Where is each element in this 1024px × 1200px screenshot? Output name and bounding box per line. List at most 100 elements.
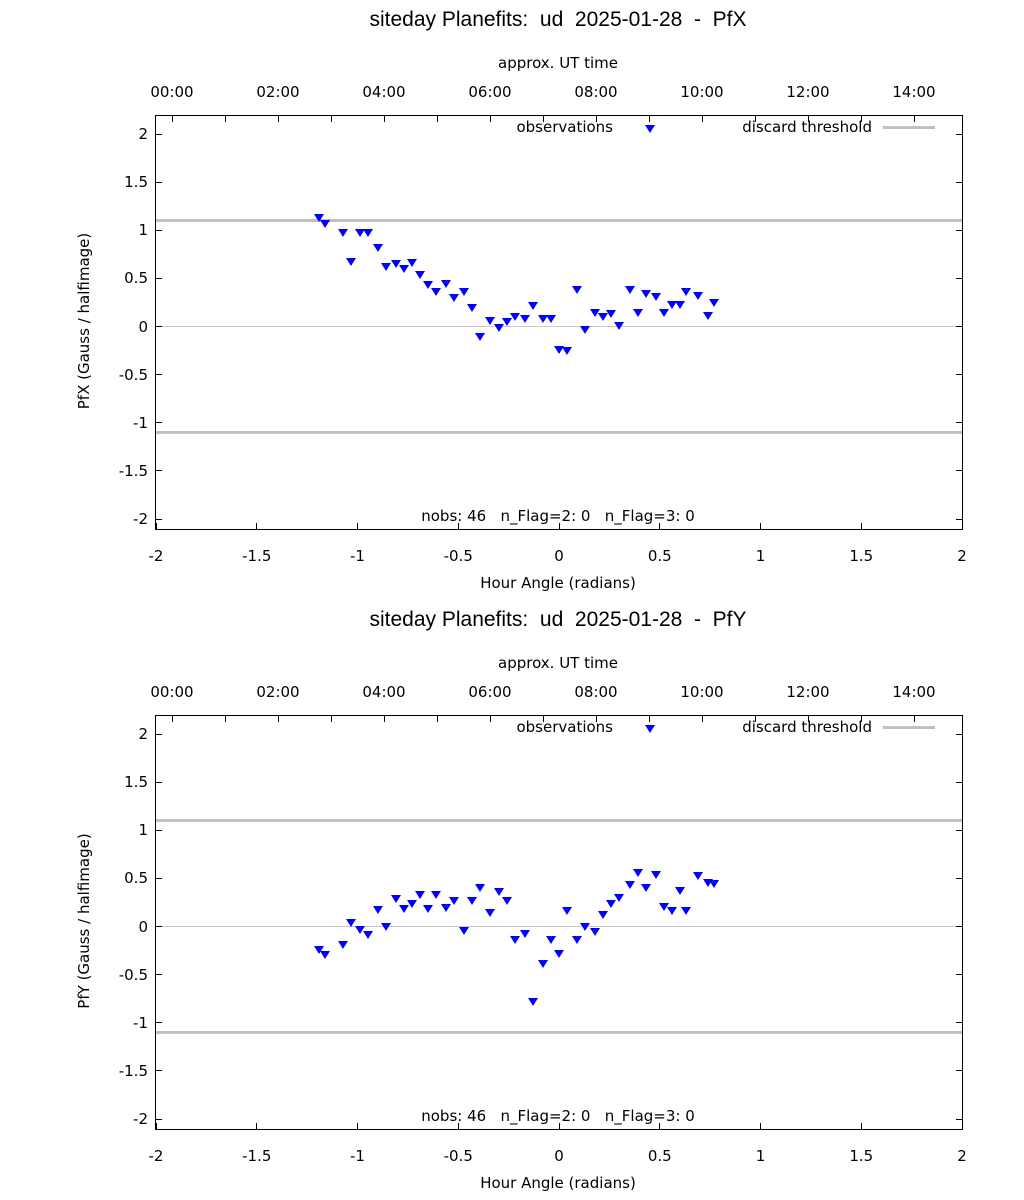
observation-marker (414, 890, 425, 899)
observation-marker (354, 926, 365, 935)
x-tick-label: -0.5 (443, 1147, 473, 1165)
observation-marker (475, 333, 486, 342)
legend-discard-threshold-line-icon (883, 726, 935, 729)
y-axis-tick (156, 374, 162, 376)
observation-marker (598, 312, 609, 321)
ut-hour-tick (807, 716, 809, 722)
ut-hour-tick (330, 116, 332, 122)
y-axis-tick (156, 518, 162, 520)
ut-hour-tick (648, 116, 650, 122)
y-axis-tick-mirror (956, 733, 962, 735)
y-tick-label: 1 (138, 821, 148, 840)
x-axis-tick (357, 523, 358, 529)
ut-tick-label: 00:00 (150, 683, 194, 701)
x-tick-label: 0.5 (647, 1147, 672, 1165)
discard-threshold-line (156, 819, 962, 823)
observation-marker (362, 229, 373, 238)
y-tick-label: 0 (138, 917, 148, 936)
observation-marker (423, 281, 434, 290)
x-axis-tick (256, 523, 258, 529)
x-axis-tick (256, 1123, 258, 1129)
legend-observations-label: observations (516, 718, 613, 736)
observation-marker (572, 285, 583, 294)
ut-tick-label: 12:00 (786, 683, 830, 701)
observation-marker (614, 893, 625, 902)
y-axis-tick-mirror (956, 277, 962, 279)
y-tick-label: 0 (138, 317, 148, 336)
observation-marker (666, 301, 677, 310)
observation-marker (562, 907, 573, 916)
observation-marker (372, 906, 383, 915)
chart-pfy: siteday Planefits: ud 2025-01-28 - PfY a… (0, 600, 1024, 1200)
observation-marker (674, 301, 685, 310)
observation-marker (554, 345, 564, 354)
observation-marker (650, 292, 661, 301)
y-axis-tick-mirror (956, 1022, 962, 1024)
x-tick-label: -1 (350, 547, 365, 565)
y-axis-tick (156, 1070, 162, 1072)
ut-hour-tick (436, 716, 438, 722)
ut-tick-label: 10:00 (680, 683, 724, 701)
x-tick-label: 1 (755, 547, 766, 565)
legend-observations-marker-icon (645, 125, 655, 133)
y-axis-tick-mirror (956, 229, 962, 231)
observation-marker (449, 896, 460, 905)
x-tick-label: 1 (755, 1147, 766, 1165)
y-axis-tick (156, 422, 162, 424)
y-axis-tick-mirror (956, 422, 962, 424)
chart-title-pfx: siteday Planefits: ud 2025-01-28 - PfX (369, 8, 747, 31)
y-axis-tick-mirror (956, 1070, 962, 1072)
observation-marker (674, 886, 685, 895)
ut-tick-label: 02:00 (256, 683, 300, 701)
x-axis-tick (760, 523, 761, 529)
x-axis-tick (961, 1123, 963, 1129)
observation-marker (431, 890, 442, 899)
chart-title-pfy: siteday Planefits: ud 2025-01-28 - PfY (369, 608, 747, 631)
x-axis-tick (357, 1123, 358, 1129)
observation-marker (362, 931, 373, 940)
observation-marker (441, 280, 452, 289)
ut-hour-tick (807, 116, 809, 122)
plot-area-pfy: -2 -1.5 -1 -0.5 0 0.5 1 1.5 2 2 1.5 1 0.5 0 -0.5 -1 -1.5… (119, 683, 967, 1165)
y-axis-tick-mirror (956, 877, 962, 879)
observation-marker (640, 884, 651, 892)
observation-marker (572, 935, 583, 944)
observation-marker (509, 935, 520, 944)
x-axis-tick (558, 523, 560, 529)
ut-hour-tick (171, 716, 173, 722)
y-axis-tick-mirror (956, 181, 962, 183)
y-axis-tick-mirror (956, 974, 962, 976)
observation-marker (693, 291, 704, 300)
y-axis-tick (156, 326, 162, 327)
y-tick-label: -1 (133, 413, 148, 432)
y-axis-tick-mirror (956, 829, 962, 831)
x-axis-tick (155, 523, 157, 529)
y-tick-label: 2 (138, 725, 148, 743)
ut-hour-tick (754, 116, 756, 122)
y-axis-tick (156, 1118, 162, 1120)
observation-marker (398, 264, 409, 273)
ut-tick-label: 06:00 (468, 683, 512, 701)
x-tick-label: -2 (148, 1147, 164, 1165)
x-axis-label-pfx: Hour Angle (radians) (480, 574, 636, 592)
ut-time-axis-label: approx. UT time (498, 54, 618, 72)
observation-marker (537, 960, 548, 969)
ut-hour-tick (171, 116, 173, 122)
observation-marker (314, 213, 325, 222)
x-axis-tick (961, 523, 963, 529)
observation-marker (590, 309, 601, 318)
observation-marker (390, 894, 401, 903)
ut-hour-tick (224, 716, 226, 722)
observation-marker (580, 922, 591, 931)
ut-tick-label: 10:00 (680, 83, 724, 101)
observation-marker (459, 287, 470, 296)
ut-tick-label: 14:00 (892, 83, 936, 101)
ut-hour-tick (860, 116, 862, 122)
observation-marker (545, 314, 556, 323)
y-tick-label: 1 (138, 221, 148, 240)
discard-threshold-line (156, 219, 962, 223)
observation-marker (467, 896, 478, 905)
observation-marker (414, 271, 425, 280)
observation-marker (485, 909, 496, 918)
legend-discard-threshold-label: discard threshold (742, 118, 872, 136)
